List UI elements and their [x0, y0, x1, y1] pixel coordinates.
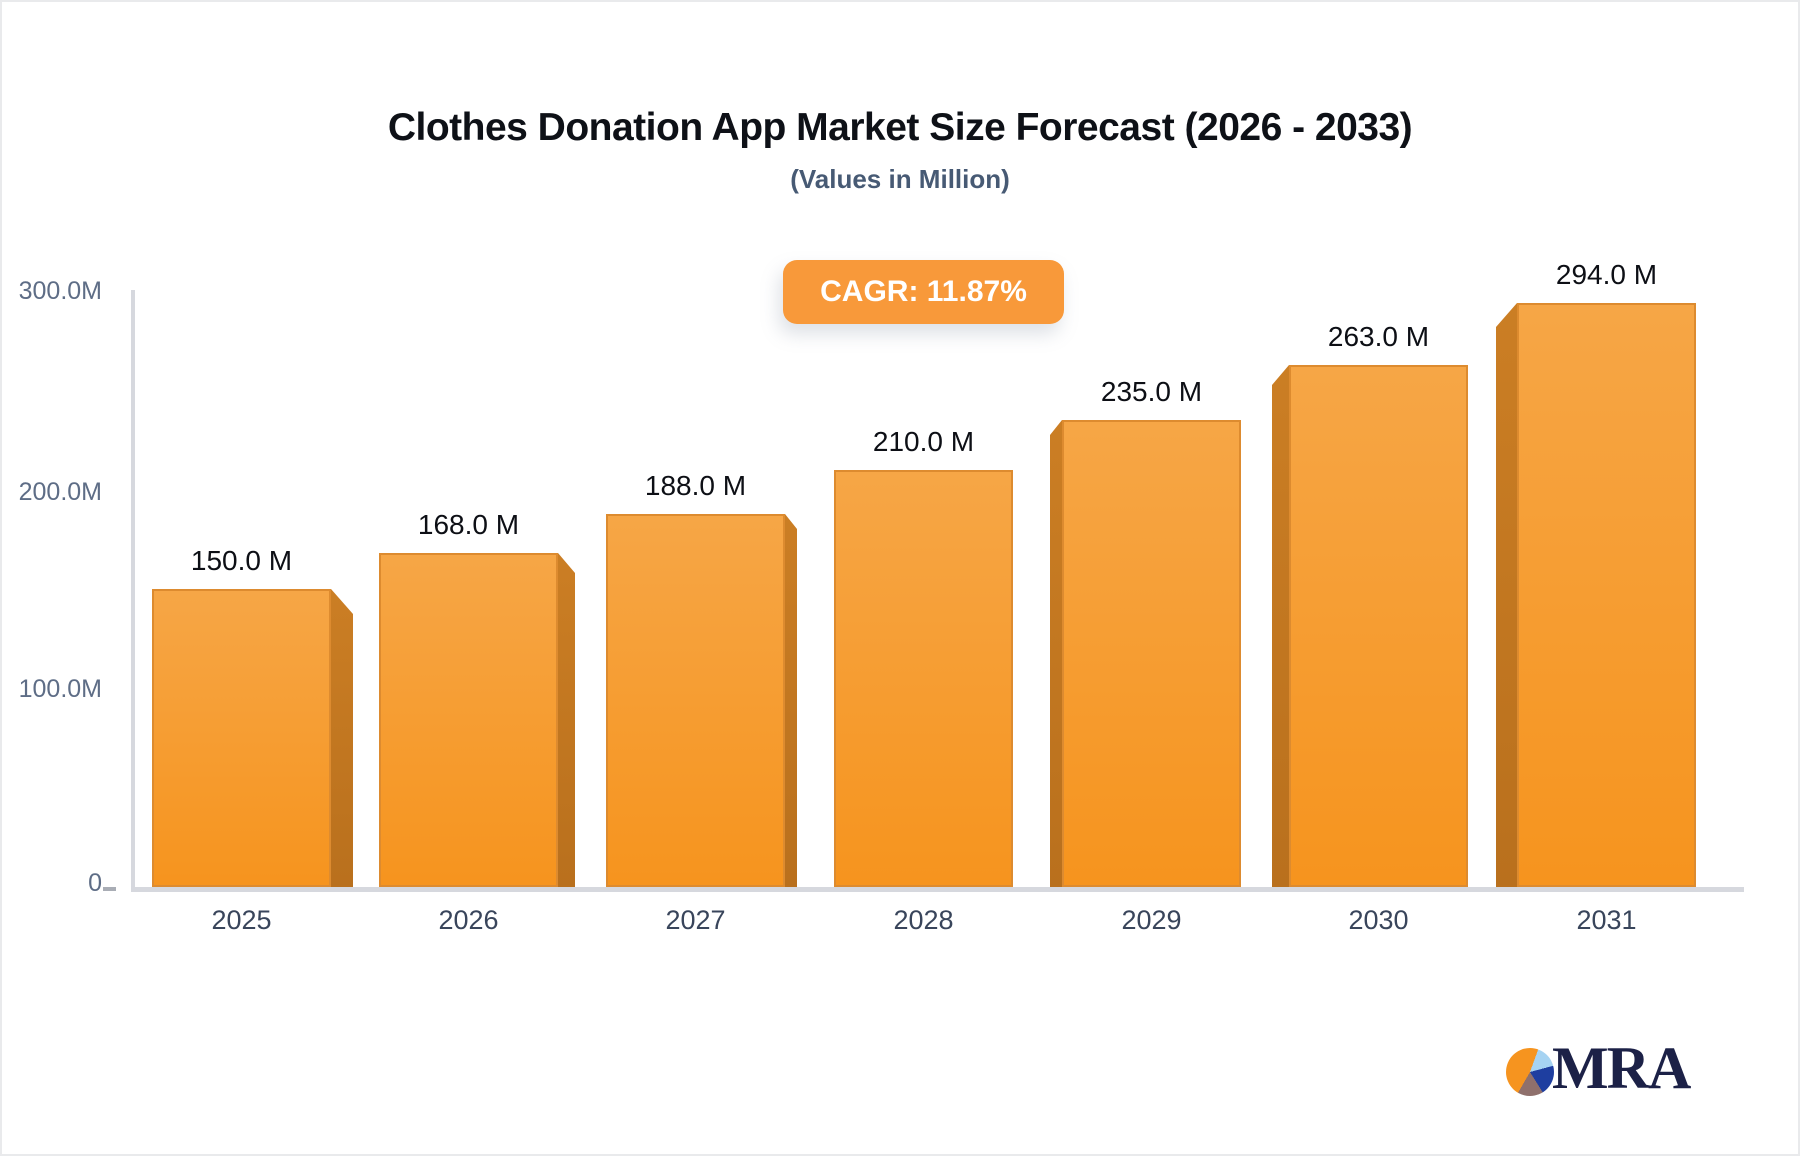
bar-2030[interactable] — [1289, 365, 1468, 887]
bar-value-label: 294.0 M — [1555, 259, 1658, 290]
y-tick-200m: 200.0M — [18, 478, 102, 506]
x-axis-label-2026: 2026 — [438, 905, 499, 935]
bar-side-face — [558, 553, 575, 887]
bar-value-label: 235.0 M — [1100, 376, 1203, 407]
x-axis-label-2029: 2029 — [1121, 905, 1182, 935]
bar-value-label: 168.0 M — [417, 509, 520, 540]
x-axis-label-2030: 2030 — [1348, 905, 1409, 935]
logo-pie-icon — [1506, 1048, 1554, 1096]
bar-2029[interactable] — [1062, 420, 1241, 887]
bar-value-label: 263.0 M — [1327, 321, 1430, 352]
bar-2028[interactable] — [834, 470, 1013, 887]
chart-subtitle: (Values in Million) — [790, 164, 1010, 194]
logo-text: MRA — [1552, 1035, 1691, 1101]
x-axis-label-2028: 2028 — [893, 905, 954, 935]
bar-side-face — [1272, 365, 1289, 887]
bar-side-face — [1496, 303, 1517, 887]
x-axis-label-2031: 2031 — [1576, 905, 1637, 935]
logo: MRA — [1506, 1035, 1691, 1101]
y-tick-100m: 100.0M — [18, 675, 102, 703]
y-tick-300m: 300.0M — [18, 277, 102, 305]
x-axis-label-2027: 2027 — [665, 905, 726, 935]
bar-2031[interactable] — [1517, 303, 1696, 887]
y-axis-line — [131, 290, 135, 891]
zero-tick-mark — [103, 887, 116, 891]
bar-value-label: 188.0 M — [644, 470, 747, 501]
bar-side-face — [331, 589, 353, 887]
bar-side-face — [1050, 420, 1062, 887]
bar-value-label: 210.0 M — [872, 426, 975, 457]
bar-2025[interactable] — [152, 589, 331, 887]
bar-2027[interactable] — [606, 514, 785, 887]
bar-2026[interactable] — [379, 553, 558, 887]
x-axis-line — [131, 887, 1744, 892]
y-tick-0: 0 — [88, 869, 102, 897]
chart-title: Clothes Donation App Market Size Forecas… — [387, 106, 1413, 149]
x-axis-label-2025: 2025 — [211, 905, 272, 935]
cagr-badge: CAGR: 11.87% — [783, 260, 1064, 324]
bar-side-face — [785, 514, 797, 887]
bar-value-label: 150.0 M — [190, 545, 293, 576]
